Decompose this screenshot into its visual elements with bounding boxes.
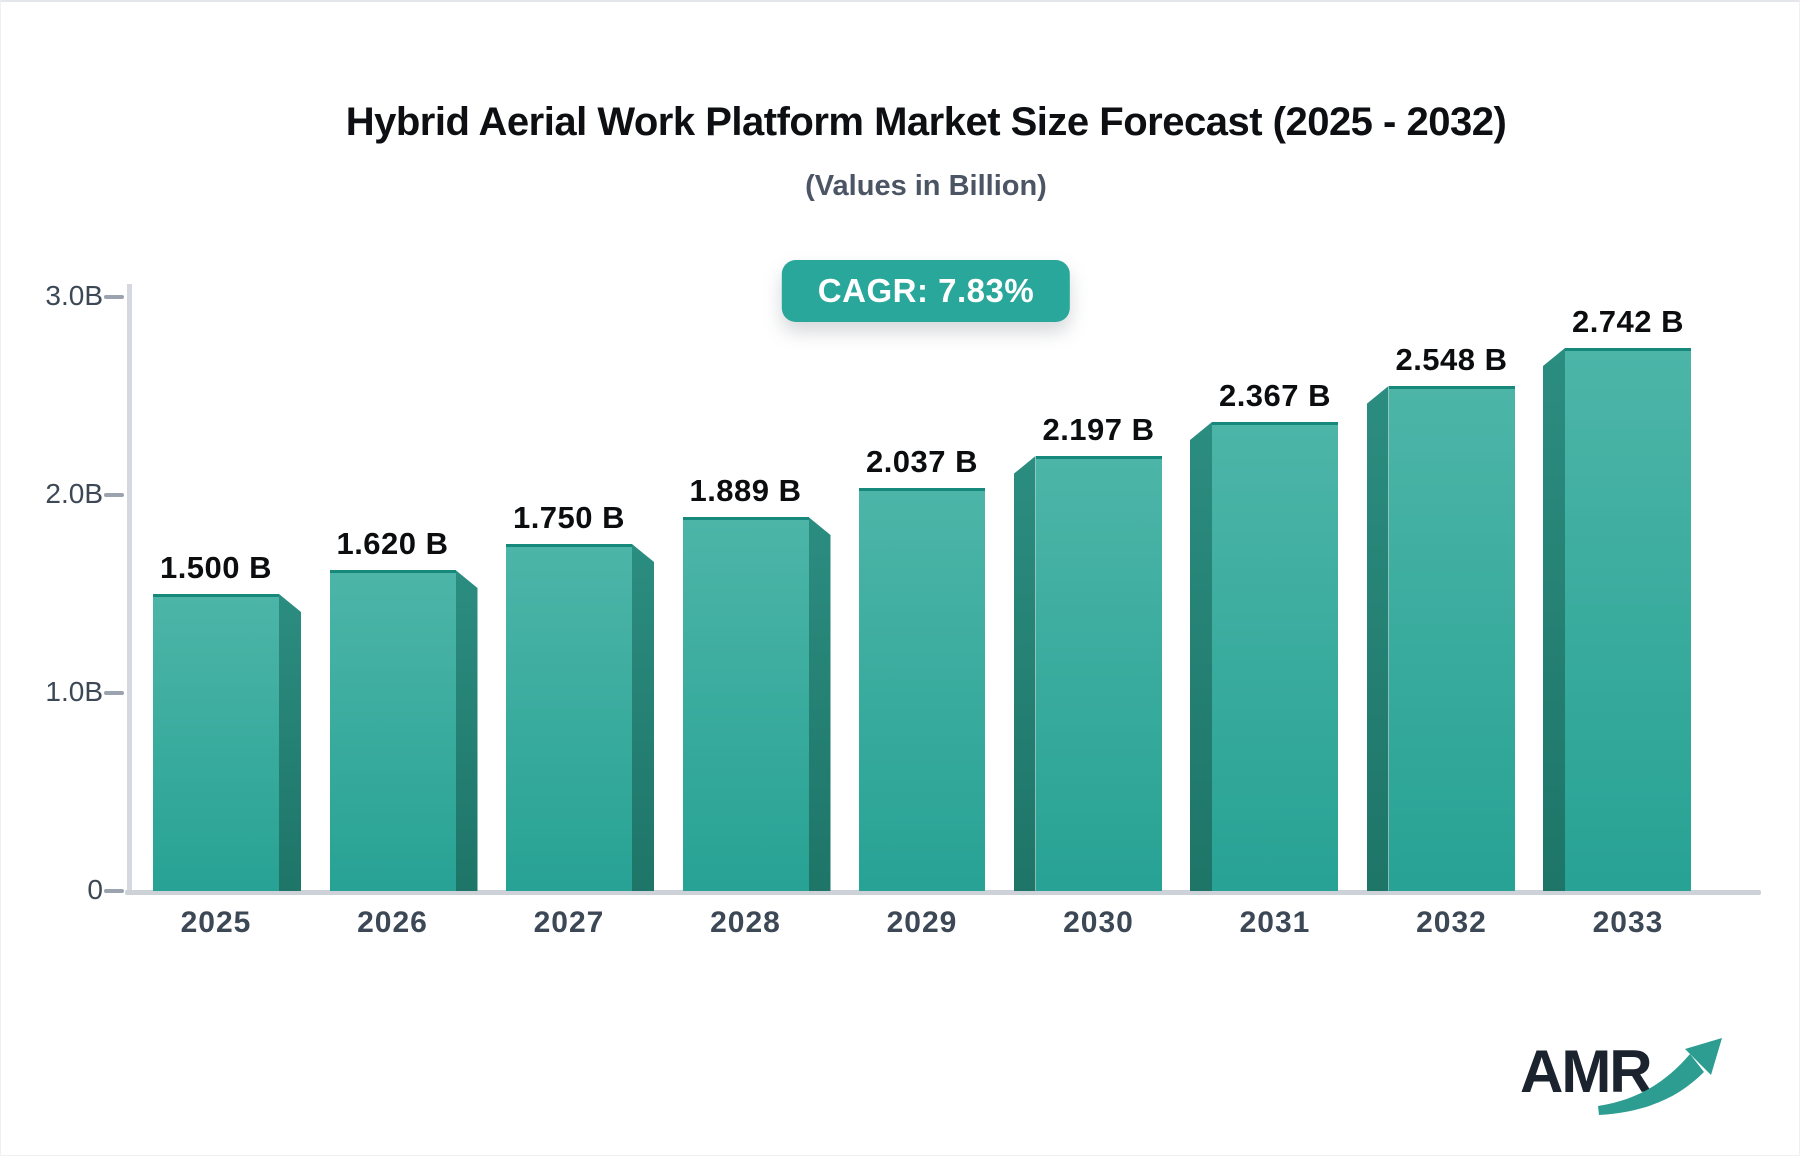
x-tick-label-2029: 2029 [886, 906, 958, 939]
bar-value-label: 1.500 B [159, 550, 273, 585]
bar-side-3d [808, 517, 831, 891]
bar-side-3d [1013, 456, 1036, 891]
bar-2026 [329, 570, 456, 891]
bar-value-label: 2.037 B [865, 444, 979, 479]
x-tick-label-2026: 2026 [357, 906, 428, 939]
x-tick-label-2025: 2025 [180, 906, 252, 939]
bar-value-label: 2.742 B [1571, 304, 1685, 339]
chart-title: Hybrid Aerial Work Platform Market Size … [345, 100, 1507, 144]
x-tick-label-2033: 2033 [1592, 906, 1664, 939]
bar-value-label: 1.889 B [689, 473, 802, 508]
y-tick-dash [104, 889, 124, 893]
bar-side-3d [279, 594, 301, 891]
bar-value-label: 1.620 B [336, 526, 449, 561]
bar-side-3d [1543, 348, 1565, 891]
bar-side-3d [1366, 386, 1389, 891]
bar-value-label: 1.750 B [512, 500, 626, 535]
y-tick-label: 1.0B [45, 676, 103, 707]
bar-value-label: 2.548 B [1395, 342, 1508, 377]
bar-value-label: 2.367 B [1218, 378, 1332, 413]
amr-logo-text: AMR [1520, 1038, 1652, 1105]
bar-2025 [153, 594, 279, 891]
x-tick-label-2032: 2032 [1416, 906, 1487, 939]
bar-2032 [1388, 386, 1515, 891]
bar-2033 [1565, 348, 1691, 891]
bar-2031 [1212, 422, 1338, 891]
y-tick-dash [104, 295, 124, 299]
chart-subtitle: (Values in Billion) [805, 170, 1047, 202]
bar-side-3d [1190, 422, 1212, 891]
bar-2030 [1035, 456, 1162, 891]
x-tick-label-2027: 2027 [533, 906, 605, 939]
x-axis-baseline [125, 890, 1761, 895]
bar-value-label: 2.197 B [1042, 412, 1155, 447]
y-tick-dash [104, 493, 124, 497]
amr-logo: AMR [1520, 1038, 1722, 1115]
bar-2028 [682, 517, 809, 891]
y-axis-line [127, 284, 132, 895]
cagr-badge: CAGR: 7.83% [781, 260, 1071, 322]
y-tick-label: 3.0B [45, 280, 103, 311]
bar-side-3d [632, 544, 654, 891]
y-tick-label: 2.0B [45, 478, 103, 509]
bar-2029 [859, 488, 985, 891]
x-tick-label-2031: 2031 [1239, 906, 1311, 939]
bar-2027 [506, 544, 632, 891]
x-tick-label-2030: 2030 [1063, 906, 1134, 939]
x-tick-label-2028: 2028 [710, 906, 781, 939]
amr-logo-arrow-icon [1598, 1038, 1722, 1115]
y-tick-dash [104, 691, 124, 695]
bar-side-3d [455, 570, 478, 891]
y-tick-label: 0 [87, 874, 103, 905]
